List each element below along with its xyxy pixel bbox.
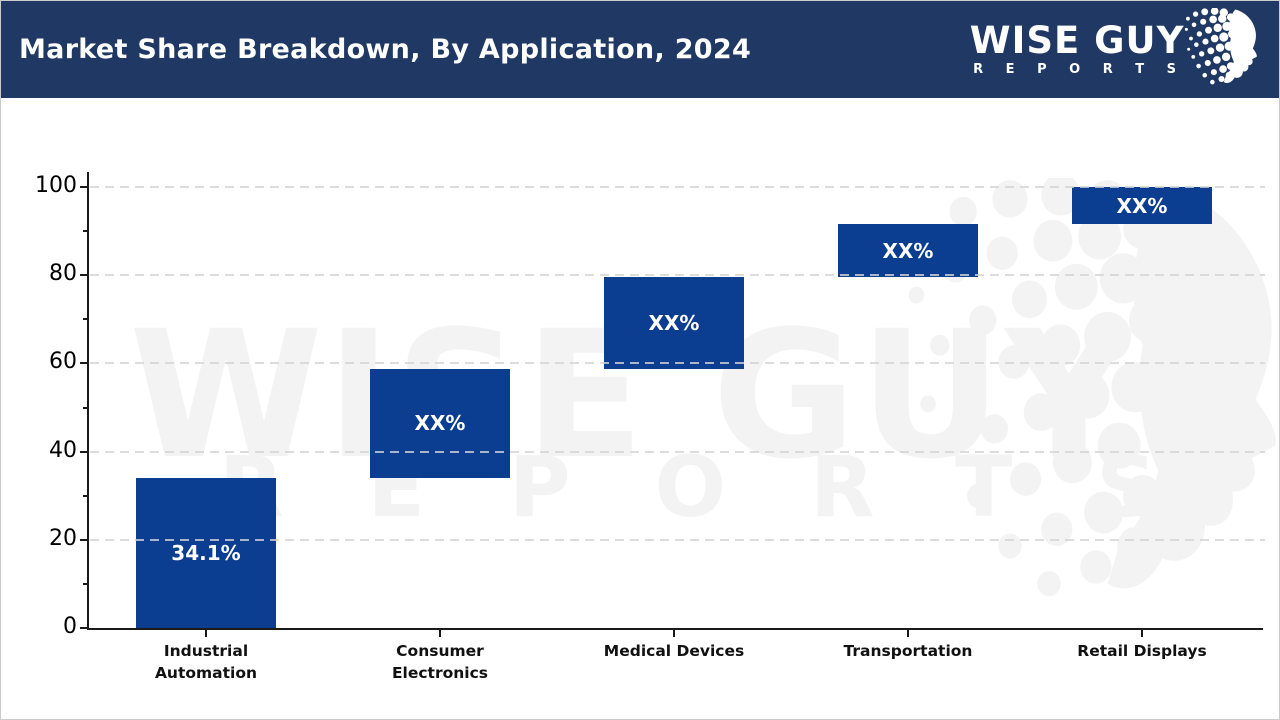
y-tick-label: 100	[35, 173, 77, 198]
logo-head-icon	[1184, 7, 1257, 84]
x-tick	[1141, 630, 1143, 637]
x-axis-line	[87, 628, 1263, 630]
gridline	[90, 274, 1265, 277]
waterfall-bar: XX%	[604, 277, 744, 370]
bar-value-label: XX%	[648, 311, 700, 336]
waterfall-bar: 34.1%	[136, 477, 276, 628]
brand-logo: WISE GUY R E P O R T S	[969, 7, 1259, 92]
y-minor-tick	[83, 494, 87, 497]
y-tick-label: 20	[49, 525, 77, 551]
logo-subtext: R E P O R T S	[973, 62, 1185, 77]
y-tick-label: 60	[49, 349, 77, 375]
plot-area: WISE GUY REPORTS 0 20 40 60 80 100 34.1% Indust…	[1, 98, 1279, 719]
y-tick	[80, 627, 87, 629]
x-category-label: Transportation	[843, 642, 973, 660]
waterfall-bar: XX%	[838, 224, 978, 278]
gridline	[90, 538, 1265, 541]
waterfall-bar: XX%	[370, 369, 510, 478]
y-tick	[80, 450, 87, 453]
bar-value-label: XX%	[1116, 193, 1168, 218]
gridline	[90, 450, 1265, 453]
gridline	[90, 362, 1265, 365]
y-minor-tick	[83, 406, 87, 409]
x-category-label: Industrial Automation	[154, 642, 258, 682]
y-minor-tick	[83, 582, 87, 585]
x-category-label: Medical Devices	[603, 642, 745, 660]
y-tick-label: 40	[49, 437, 77, 463]
header-bar: Market Share Breakdown, By Application, …	[1, 1, 1279, 98]
y-tick-label: 80	[49, 261, 77, 287]
x-category-label: Consumer Electronics	[391, 642, 489, 682]
y-tick	[80, 538, 87, 541]
bar-value-label: 34.1%	[171, 540, 241, 565]
y-tick	[80, 186, 87, 188]
x-tick	[907, 630, 909, 637]
x-tick	[439, 630, 441, 637]
y-axis-line	[87, 172, 89, 630]
y-minor-tick	[83, 318, 87, 321]
x-category-label: Retail Displays	[1077, 642, 1207, 660]
y-minor-tick	[83, 230, 87, 233]
x-tick	[673, 630, 675, 637]
logo-name-text: WISE GUY	[969, 19, 1185, 62]
x-tick	[205, 630, 207, 637]
waterfall-bar: XX%	[1072, 187, 1212, 225]
y-tick-label: 0	[63, 614, 77, 639]
gridline	[90, 186, 1265, 188]
y-tick	[80, 362, 87, 365]
bar-value-label: XX%	[882, 238, 934, 263]
logo-wordmark: WISE GUY R E P O R T S	[969, 22, 1185, 77]
y-tick	[80, 274, 87, 277]
bar-value-label: XX%	[414, 411, 466, 436]
chart-title: Market Share Breakdown, By Application, …	[19, 34, 752, 65]
